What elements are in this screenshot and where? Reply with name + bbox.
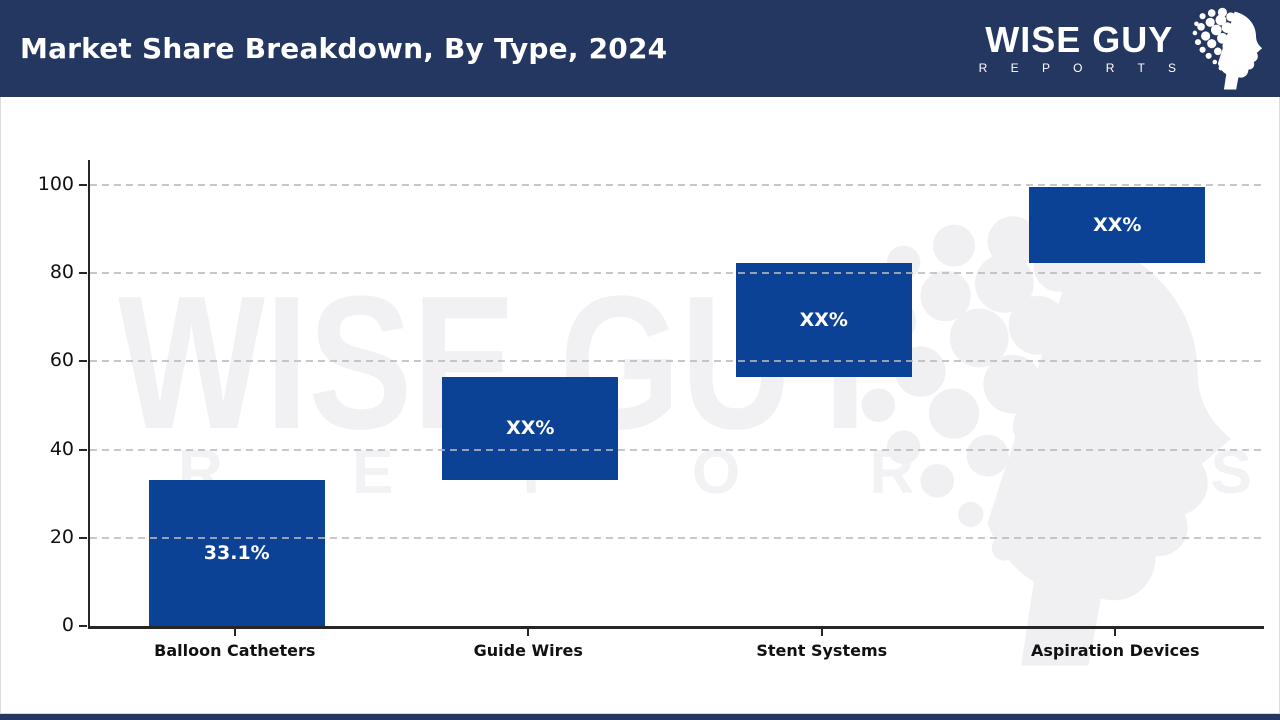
wiseguy-logo: WISE GUY R E P O R T S bbox=[973, 7, 1280, 91]
y-tick bbox=[79, 272, 87, 275]
waterfall-bar: 33.1% bbox=[148, 480, 325, 626]
bar-value-label: XX% bbox=[1093, 214, 1142, 237]
waterfall-bar: XX% bbox=[442, 376, 619, 481]
waterfall-bar: XX% bbox=[1029, 186, 1206, 264]
y-tick bbox=[79, 536, 87, 539]
gridline bbox=[90, 360, 1264, 363]
footer-bar bbox=[0, 714, 1280, 720]
y-tick-label: 100 bbox=[37, 173, 74, 196]
x-tick bbox=[527, 629, 530, 636]
y-tick-label: 80 bbox=[49, 261, 74, 284]
gridline bbox=[90, 448, 1264, 451]
y-tick-label: 20 bbox=[49, 525, 74, 548]
y-tick bbox=[79, 360, 87, 363]
logo-subtext: R E P O R T S bbox=[978, 61, 1186, 75]
x-category-label: Balloon Catheters bbox=[154, 641, 316, 660]
bottom-divider bbox=[0, 713, 1280, 714]
bar-value-label: XX% bbox=[799, 309, 848, 332]
y-tick bbox=[79, 625, 87, 627]
y-tick-label: 0 bbox=[61, 614, 74, 636]
gridline bbox=[90, 536, 1264, 539]
y-tick-label: 40 bbox=[49, 437, 74, 460]
wiseguy-logo-text: WISE GUY R E P O R T S bbox=[973, 19, 1186, 76]
x-category-label: Stent Systems bbox=[756, 641, 888, 660]
waterfall-bar: XX% bbox=[735, 263, 912, 377]
wiseguy-head-icon bbox=[1188, 7, 1266, 91]
y-tick bbox=[79, 184, 87, 187]
x-tick bbox=[820, 629, 823, 636]
logo-wordmark: WISE GUY bbox=[985, 19, 1174, 60]
gridline bbox=[90, 184, 1264, 187]
x-category-label: Aspiration Devices bbox=[1030, 641, 1200, 660]
chart-plot-area: 33.1% XX% XX% XX% bbox=[88, 160, 1264, 629]
x-tick bbox=[1114, 629, 1117, 636]
bar-value-label: 33.1% bbox=[203, 542, 270, 565]
x-tick bbox=[233, 629, 236, 636]
bar-value-label: XX% bbox=[506, 417, 555, 440]
y-tick bbox=[79, 448, 87, 451]
gridline bbox=[90, 272, 1264, 275]
page-title: Market Share Breakdown, By Type, 2024 bbox=[20, 32, 668, 65]
x-category-label: Guide Wires bbox=[473, 641, 583, 660]
header-banner: Market Share Breakdown, By Type, 2024 WI… bbox=[0, 0, 1280, 97]
y-tick-label: 60 bbox=[49, 349, 74, 372]
